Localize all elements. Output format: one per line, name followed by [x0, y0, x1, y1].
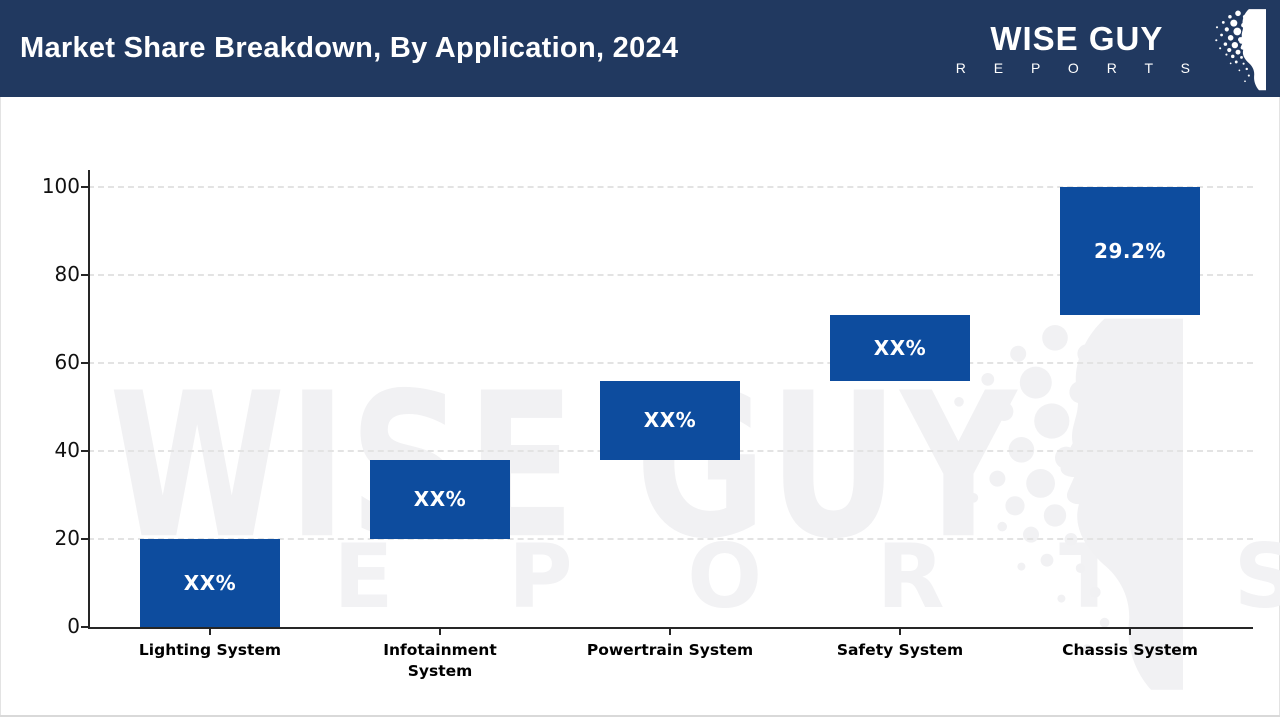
logo-name: WISE GUY [990, 19, 1164, 57]
watermark-face-icon [951, 318, 1183, 690]
header: Market Share Breakdown, By Application, … [0, 0, 1280, 97]
chart-title: Market Share Breakdown, By Application, … [20, 32, 679, 64]
dotted-face-icon [1215, 8, 1266, 90]
watermark-subtext: R E P O R T S [151, 525, 1280, 628]
logo-text: WISE GUY R E P O R T S [952, 22, 1202, 76]
wise-guy-reports-logo: WISE GUY R E P O R T S [952, 7, 1266, 91]
logo-subtitle: R E P O R T S [955, 59, 1202, 76]
bottom-divider [0, 715, 1280, 717]
chart-area: WISE GUY R E P O R T S [0, 97, 1280, 717]
